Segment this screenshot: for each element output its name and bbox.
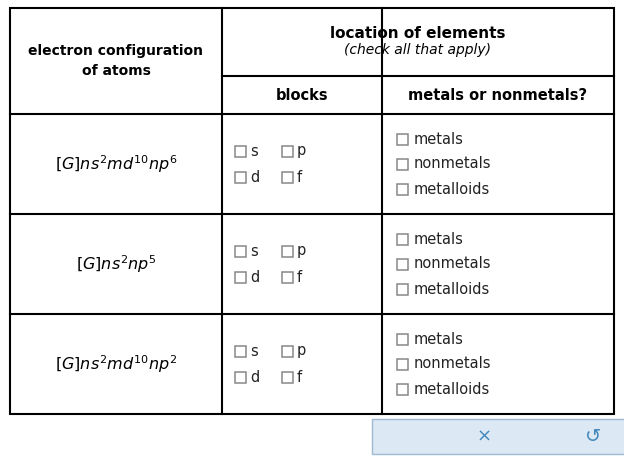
Text: metals: metals xyxy=(414,331,464,346)
Text: metalloids: metalloids xyxy=(414,282,490,297)
Text: $[G]ns^{2}md^{10}np^{2}$: $[G]ns^{2}md^{10}np^{2}$ xyxy=(55,353,177,375)
Text: s: s xyxy=(250,243,258,258)
Bar xyxy=(396,133,407,144)
Text: f: f xyxy=(297,269,302,284)
Text: p: p xyxy=(297,344,306,359)
Text: $[G]ns^{2}md^{10}np^{6}$: $[G]ns^{2}md^{10}np^{6}$ xyxy=(55,153,177,175)
Bar xyxy=(396,334,407,345)
Bar xyxy=(281,146,293,157)
Bar xyxy=(396,234,407,244)
Text: metals: metals xyxy=(414,132,464,147)
Text: (check all that apply): (check all that apply) xyxy=(344,43,492,57)
Text: electron configuration
of atoms: electron configuration of atoms xyxy=(29,44,203,78)
Bar xyxy=(235,345,245,357)
Text: d: d xyxy=(250,269,259,284)
Bar xyxy=(396,258,407,269)
Bar xyxy=(396,158,407,170)
Text: nonmetals: nonmetals xyxy=(414,257,492,272)
Text: $[G]ns^{2}np^{5}$: $[G]ns^{2}np^{5}$ xyxy=(76,253,157,275)
Text: metals: metals xyxy=(414,232,464,246)
Bar xyxy=(281,172,293,182)
Bar xyxy=(396,359,407,369)
Bar xyxy=(235,272,245,282)
Text: s: s xyxy=(250,143,258,158)
Text: nonmetals: nonmetals xyxy=(414,157,492,172)
Text: blocks: blocks xyxy=(276,87,328,102)
Bar xyxy=(281,272,293,282)
Text: metalloids: metalloids xyxy=(414,382,490,397)
Bar xyxy=(372,419,624,454)
Text: d: d xyxy=(250,170,259,185)
Bar xyxy=(396,384,407,394)
Text: p: p xyxy=(297,243,306,258)
Text: p: p xyxy=(297,143,306,158)
Text: ×: × xyxy=(477,428,492,446)
Text: location of elements: location of elements xyxy=(330,26,505,41)
Text: d: d xyxy=(250,369,259,384)
Bar xyxy=(235,245,245,257)
Text: f: f xyxy=(297,369,302,384)
Text: metals or nonmetals?: metals or nonmetals? xyxy=(409,87,588,102)
Bar xyxy=(396,283,407,295)
Bar xyxy=(281,371,293,383)
Text: s: s xyxy=(250,344,258,359)
Bar xyxy=(281,345,293,357)
Bar xyxy=(235,371,245,383)
Bar xyxy=(396,183,407,195)
Text: f: f xyxy=(297,170,302,185)
Text: nonmetals: nonmetals xyxy=(414,357,492,371)
Bar xyxy=(281,245,293,257)
Text: ↺: ↺ xyxy=(585,427,602,446)
Bar xyxy=(235,172,245,182)
Bar xyxy=(10,8,614,414)
Text: metalloids: metalloids xyxy=(414,181,490,196)
Bar xyxy=(235,146,245,157)
